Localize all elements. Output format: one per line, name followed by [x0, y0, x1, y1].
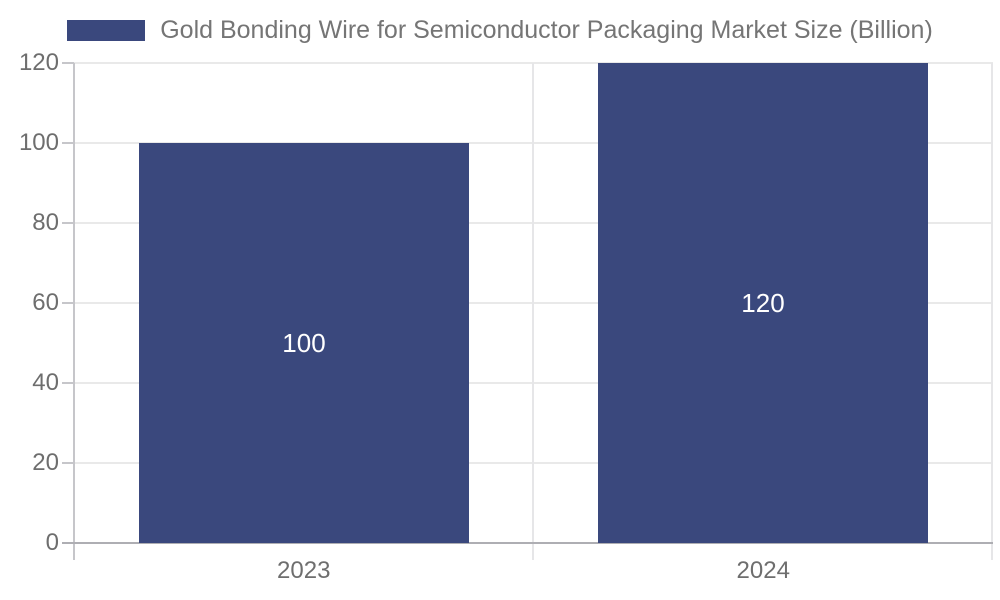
- bar-2023: 100: [139, 143, 469, 543]
- y-axis-tick-label: 20: [32, 449, 59, 476]
- y-gridline: [74, 62, 993, 64]
- y-axis-tick: [62, 302, 74, 304]
- bar-value-label: 120: [741, 287, 785, 318]
- y-axis-tick: [62, 462, 74, 464]
- y-axis-tick-label: 80: [32, 209, 59, 236]
- bar-value-label: 100: [282, 327, 326, 358]
- y-gridline: [74, 302, 993, 304]
- y-axis-tick-label: 40: [32, 369, 59, 396]
- y-gridline: [74, 222, 993, 224]
- bar-2024: 120: [598, 63, 928, 543]
- y-axis-tick: [62, 382, 74, 384]
- y-axis-tick-label: 100: [18, 129, 59, 156]
- x-axis-tick-label: 2024: [736, 557, 790, 584]
- y-axis-tick-label: 60: [32, 289, 59, 316]
- y-gridline: [74, 462, 993, 464]
- legend-item[interactable]: Gold Bonding Wire for Semiconductor Pack…: [67, 16, 933, 45]
- legend-swatch: [67, 19, 146, 41]
- y-axis-tick: [62, 142, 74, 144]
- category-boundary-line: [531, 63, 534, 560]
- category-boundary-line: [991, 63, 993, 560]
- y-gridline: [74, 382, 993, 384]
- legend-series-label: Gold Bonding Wire for Semiconductor Pack…: [160, 15, 933, 44]
- y-axis-line: [73, 63, 75, 560]
- y-axis-tick-label: 120: [18, 49, 59, 76]
- x-axis-tick-label: 2023: [277, 557, 331, 584]
- y-axis-tick-label: 0: [45, 529, 59, 556]
- legend: Gold Bonding Wire for Semiconductor Pack…: [0, 13, 1000, 47]
- x-axis-line: [62, 542, 993, 544]
- y-axis-tick: [62, 62, 74, 64]
- y-axis-tick: [62, 222, 74, 224]
- y-gridline: [74, 142, 993, 144]
